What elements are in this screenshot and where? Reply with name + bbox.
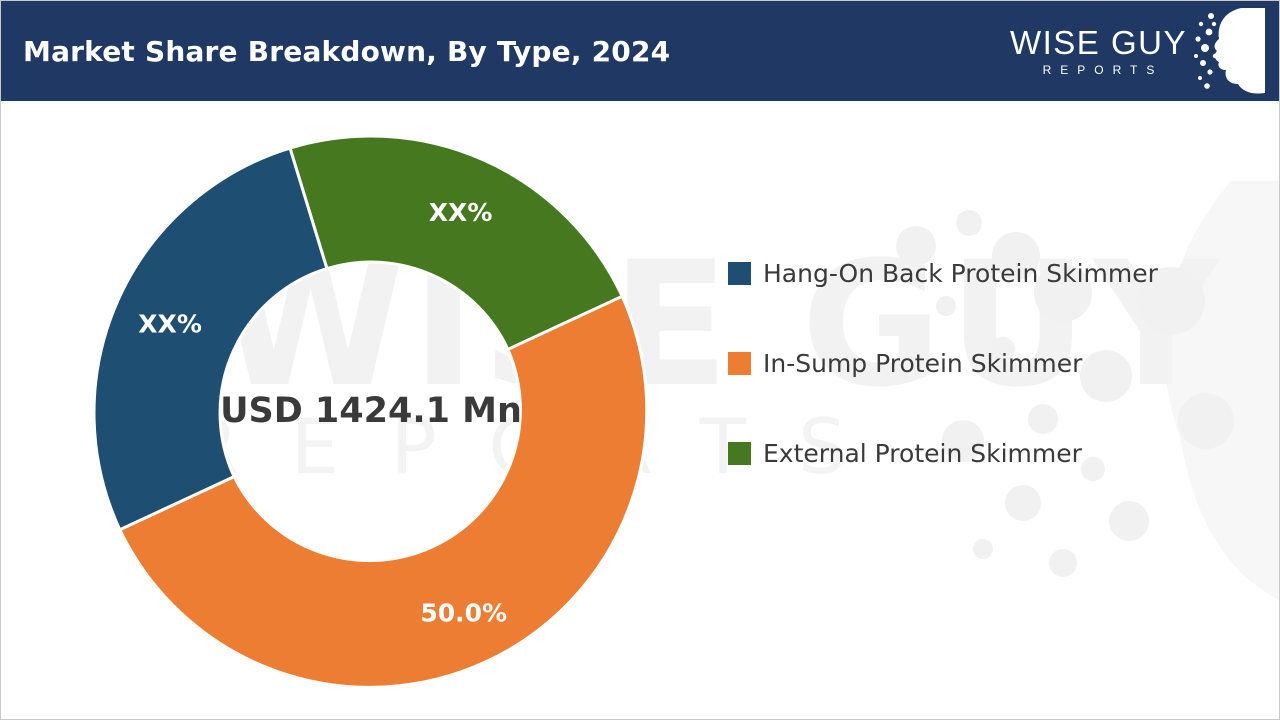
page-title: Market Share Breakdown, By Type, 2024 [23, 34, 671, 68]
slice-label: XX% [138, 309, 202, 338]
logo-subtext: REPORTS [1042, 62, 1164, 77]
donut-center-label: USD 1424.1 Mn [220, 391, 522, 431]
legend-item-in-sump: In-Sump Protein Skimmer [728, 348, 1158, 378]
legend-swatch-orange [728, 351, 751, 375]
donut-slice-1 [92, 146, 329, 532]
donut-slice-2 [118, 294, 649, 689]
brand-logo: WISE GUY REPORTS [1010, 6, 1265, 96]
legend-item-external: External Protein Skimmer [728, 438, 1158, 468]
legend-item-hang-on-back: Hang-On Back Protein Skimmer [728, 258, 1158, 288]
slice-label: XX% [429, 198, 493, 227]
legend-swatch-green [728, 441, 751, 465]
chart-legend: Hang-On Back Protein Skimmer In-Sump Pro… [728, 258, 1158, 531]
legend-label: External Protein Skimmer [763, 438, 1082, 468]
legend-label: Hang-On Back Protein Skimmer [763, 258, 1158, 288]
face-profile-icon [1194, 8, 1265, 94]
donut-chart: XX% 50.0% XX% [92, 134, 649, 689]
legend-label: In-Sump Protein Skimmer [763, 348, 1083, 378]
header-bar: Market Share Breakdown, By Type, 2024 WI… [1, 1, 1279, 101]
donut-slice-3 [288, 134, 624, 351]
logo-wordmark: WISE GUY [1009, 23, 1187, 61]
slice-label: 50.0% [420, 599, 507, 628]
legend-swatch-blue [728, 261, 751, 285]
